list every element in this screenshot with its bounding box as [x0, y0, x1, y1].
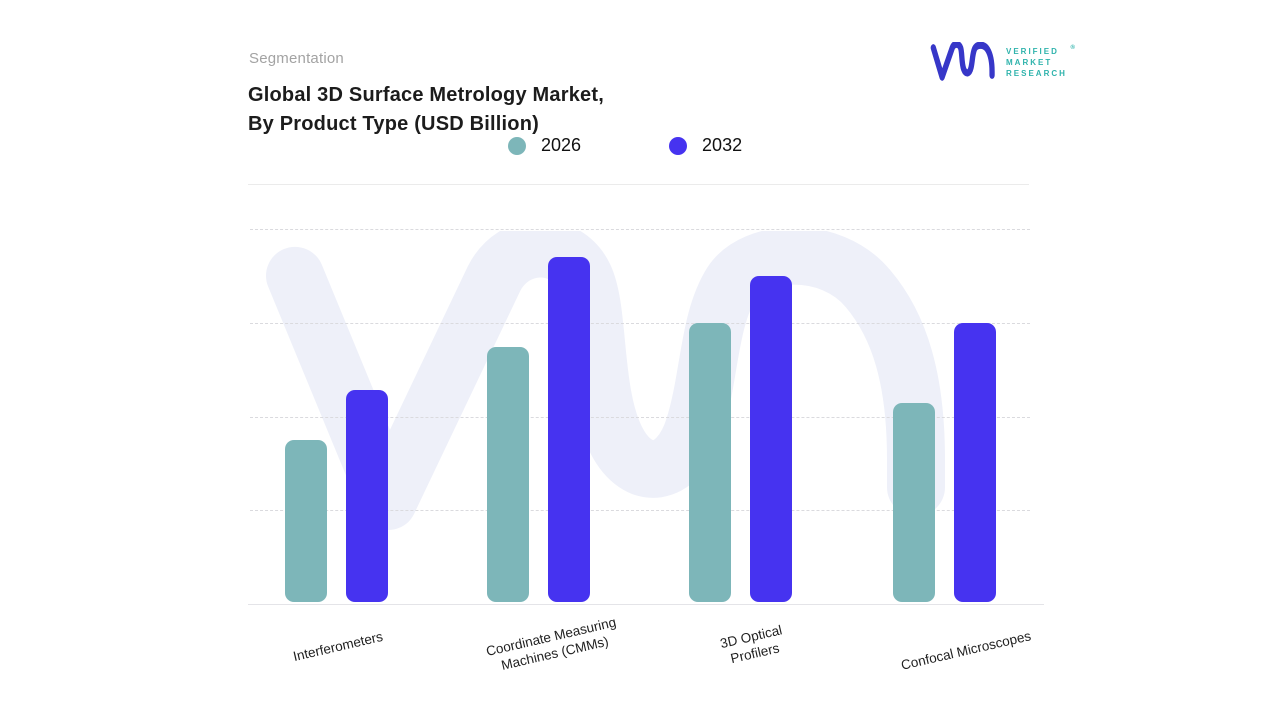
bar-2026-3d-optical-profilers[interactable] [689, 323, 731, 602]
x-axis-label-interferometers: Interferometers [291, 628, 385, 665]
bar-2026-coordinate-measuring-machines-cmms-[interactable] [487, 347, 529, 602]
eyebrow-label: Segmentation [249, 50, 344, 67]
legend-label-2026: 2026 [541, 135, 582, 155]
bar-chart-plot-area [248, 229, 1044, 605]
legend-item-2026[interactable]: 2026 [508, 135, 581, 156]
vmr-monogram-icon [930, 42, 995, 81]
x-axis-label-coordinate-measuring-machines-cmms-: Coordinate Measuring Machines (CMMs) [484, 614, 618, 673]
page-title: Global 3D Surface Metrology Market, By P… [248, 81, 604, 139]
gridline [250, 322, 1030, 324]
logo-wordmark: VERIFIED MARKET RESEARCH ® [1006, 45, 1075, 79]
x-axis-label-confocal-microscopes: Confocal Microscopes [899, 628, 1033, 673]
bar-2032-confocal-microscopes[interactable] [954, 323, 996, 602]
bar-2032-coordinate-measuring-machines-cmms-[interactable] [548, 257, 590, 602]
bar-2032-interferometers[interactable] [346, 390, 388, 602]
gridline [250, 229, 1030, 230]
title-line-1: Global 3D Surface Metrology Market, [248, 84, 604, 106]
gridline [250, 510, 1030, 512]
registered-trademark: ® [1070, 44, 1075, 51]
header-divider [248, 184, 1029, 185]
gridline [250, 416, 1030, 418]
bar-2026-confocal-microscopes[interactable] [893, 403, 935, 602]
legend-item-2032[interactable]: 2032 [669, 135, 742, 156]
legend-label-2032: 2032 [702, 135, 743, 155]
logo-line-research: RESEARCH [1006, 68, 1067, 78]
logo-line-market: MARKET [1006, 57, 1053, 67]
legend-dot-2026 [508, 136, 526, 155]
chart-legend: 2026 2032 [508, 135, 742, 156]
x-axis-label-3d-optical-profilers: 3D Optical Profilers [718, 622, 784, 667]
vmr-logo: VERIFIED MARKET RESEARCH ® [930, 38, 1080, 86]
bar-2032-3d-optical-profilers[interactable] [750, 276, 792, 602]
bar-2026-interferometers[interactable] [285, 440, 327, 602]
x-axis-line [248, 604, 1044, 605]
logo-line-verified: VERIFIED [1006, 46, 1059, 56]
x-axis-labels: Interferometers Coordinate Measuring Machi… [250, 614, 1033, 706]
legend-dot-2032 [669, 136, 688, 155]
title-line-2: By Product Type (USD Billion) [248, 113, 539, 135]
